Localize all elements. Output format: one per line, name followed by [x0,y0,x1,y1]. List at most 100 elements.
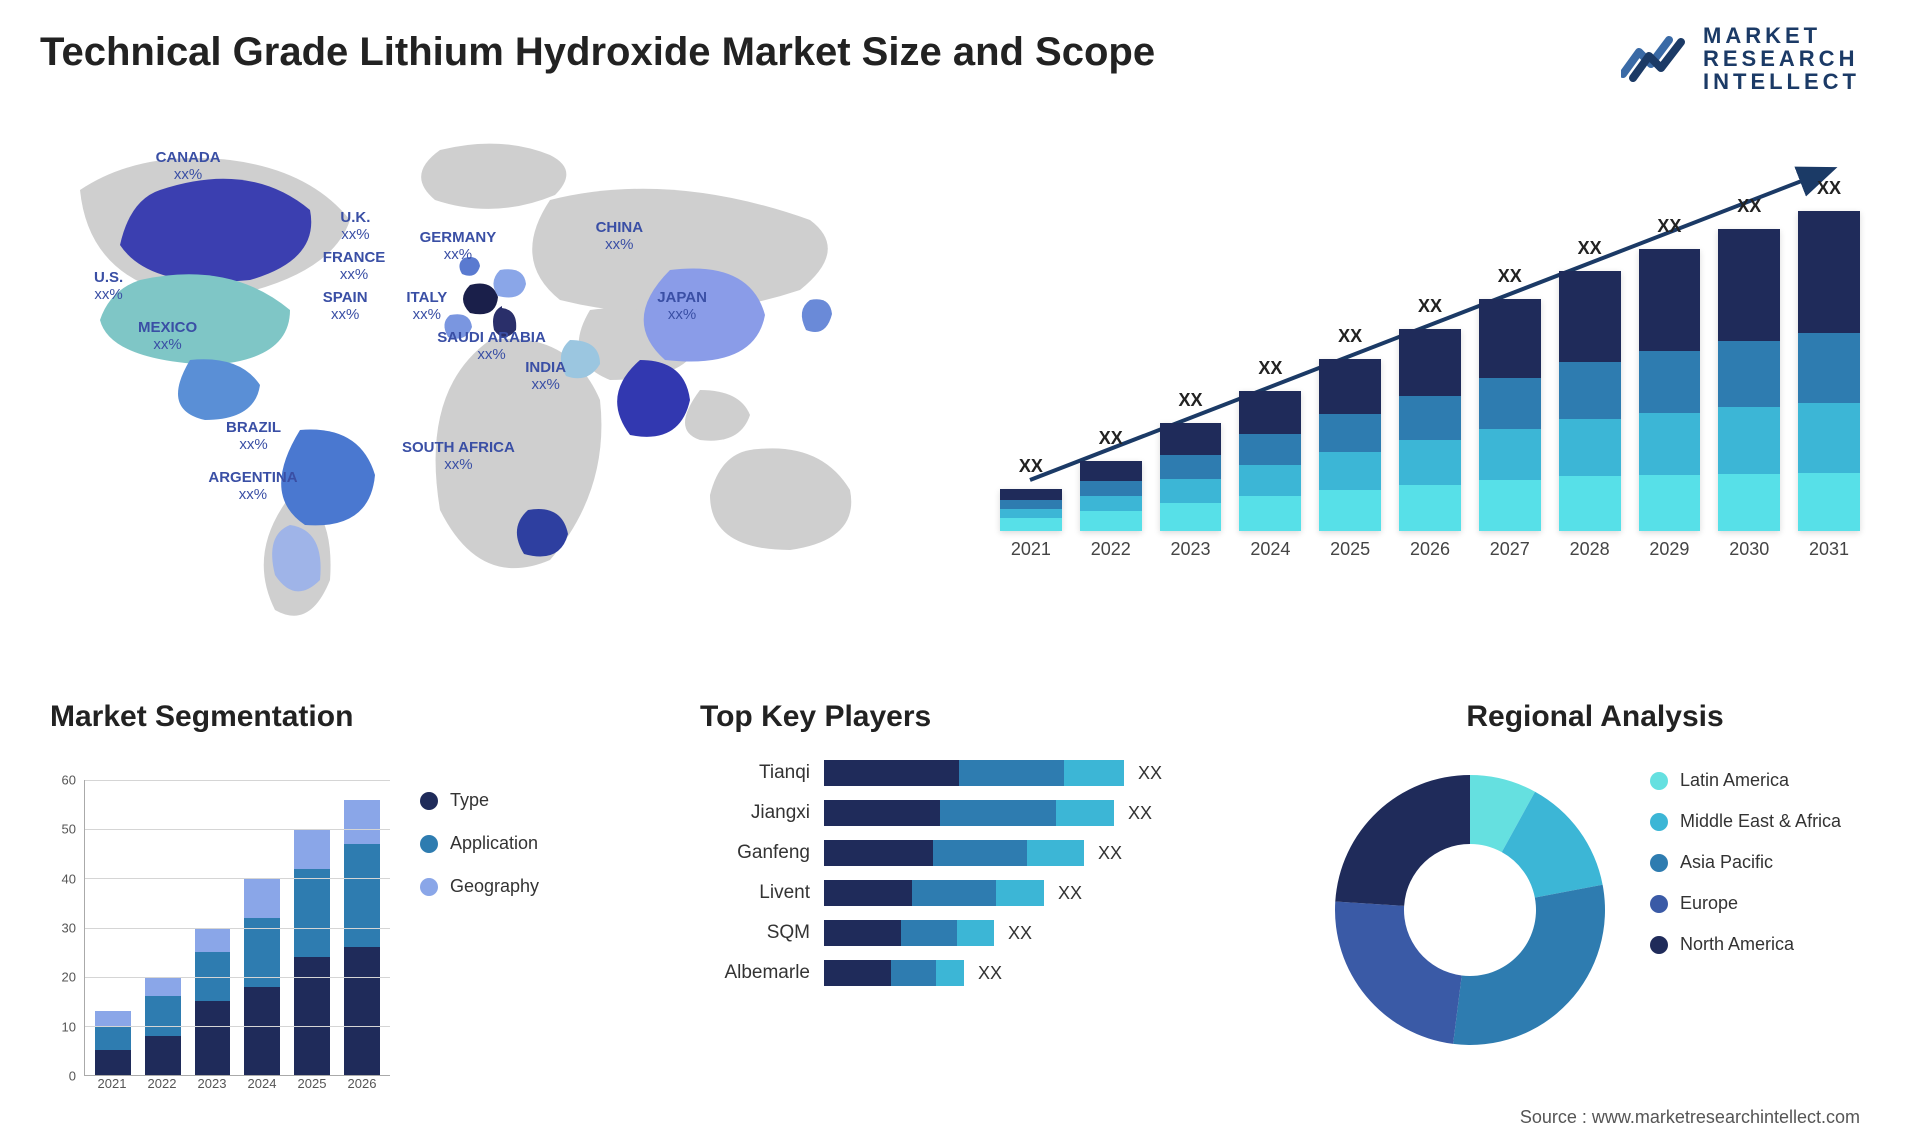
regional-legend: Latin AmericaMiddle East & AfricaAsia Pa… [1650,770,1841,955]
market-bar: XX 2022 [1080,428,1142,560]
market-bar-value: XX [1258,358,1282,379]
market-bar-value: XX [1737,196,1761,217]
regional-legend-item: Europe [1650,893,1841,914]
market-bar-year: 2028 [1570,539,1610,560]
donut-slice [1335,775,1470,906]
seg-bar [195,928,231,1076]
market-bar-value: XX [1817,178,1841,199]
player-value: XX [978,963,1002,984]
market-bar: XX 2029 [1639,216,1701,560]
player-name: Jiangxi [700,802,810,824]
segmentation-panel: Market Segmentation 0102030405060 202120… [50,700,590,1110]
page-title: Technical Grade Lithium Hydroxide Market… [40,30,1880,75]
player-bar [824,760,1124,786]
player-name: Albemarle [700,962,810,984]
seg-bar [294,829,330,1075]
market-bar-year: 2027 [1490,539,1530,560]
market-bar: XX 2023 [1160,390,1222,560]
market-bar-year: 2024 [1250,539,1290,560]
market-bar-year: 2023 [1171,539,1211,560]
market-bar-value: XX [1498,266,1522,287]
player-row: SQM XX [700,920,1270,946]
player-value: XX [1008,923,1032,944]
market-bar-value: XX [1019,456,1043,477]
players-title: Top Key Players [700,700,1270,734]
logo-line2: RESEARCH [1703,47,1860,70]
seg-legend-item: Geography [420,876,539,897]
players-list: TianqiXXJiangxiXXGanfengXXLiventXXSQMXXA… [700,760,1270,1100]
seg-year: 2025 [294,1076,330,1100]
market-bar-year: 2026 [1410,539,1450,560]
seg-ytick: 0 [69,1069,76,1084]
seg-year: 2021 [94,1076,130,1100]
regional-legend-item: North America [1650,934,1841,955]
world-map: CANADAxx%U.S.xx%MEXICOxx%BRAZILxx%ARGENT… [50,130,930,630]
market-bar-value: XX [1418,296,1442,317]
page: Technical Grade Lithium Hydroxide Market… [0,0,1920,1146]
seg-year: 2023 [194,1076,230,1100]
segmentation-chart: 0102030405060 202120222023202420252026 [50,780,390,1100]
brand-logo: MARKET RESEARCH INTELLECT [1621,24,1860,93]
source-text: Source : www.marketresearchintellect.com [1520,1107,1860,1128]
player-row: JiangxiXX [700,800,1270,826]
player-name: Livent [700,882,810,904]
segmentation-legend: Type Application Geography [420,790,539,897]
logo-line1: MARKET [1703,24,1860,47]
regional-legend-item: Middle East & Africa [1650,811,1841,832]
market-bar-year: 2030 [1729,539,1769,560]
seg-year: 2026 [344,1076,380,1100]
market-size-chart: XX2021XX2022XX2023XX2024XX2025XX2026XX20… [1000,150,1860,590]
regional-panel: Regional Analysis Latin America Middle Ea… [1320,700,1870,1110]
market-bar: XX 2030 [1718,196,1780,560]
player-bar [824,920,994,946]
donut-slice [1453,885,1605,1045]
seg-bar [95,1011,131,1075]
seg-ytick: 10 [62,1019,76,1034]
seg-year: 2024 [244,1076,280,1100]
market-bar: XX 2026 [1399,296,1461,560]
seg-ytick: 50 [62,822,76,837]
player-bar [824,840,1084,866]
player-row: Albemarle XX [700,960,1270,986]
player-name: Tianqi [700,762,810,784]
donut-slice [1335,902,1462,1044]
logo-line3: INTELLECT [1703,70,1860,93]
seg-ytick: 40 [62,871,76,886]
player-value: XX [1138,763,1162,784]
player-name: SQM [700,922,810,944]
player-value: XX [1098,843,1122,864]
seg-ytick: 30 [62,921,76,936]
market-bar-year: 2029 [1649,539,1689,560]
market-bar-value: XX [1099,428,1123,449]
market-bar-value: XX [1179,390,1203,411]
regional-title: Regional Analysis [1320,700,1870,734]
market-bar-year: 2031 [1809,539,1849,560]
seg-legend-item: Application [420,833,539,854]
market-bar-year: 2021 [1011,539,1051,560]
market-bar-year: 2025 [1330,539,1370,560]
market-bar-value: XX [1338,326,1362,347]
seg-bar [344,800,380,1075]
player-row: Livent XX [700,880,1270,906]
logo-icon [1621,34,1691,84]
player-bar [824,800,1114,826]
player-value: XX [1058,883,1082,904]
market-bar: XX 2024 [1239,358,1301,560]
players-panel: Top Key Players TianqiXXJiangxiXXGanfeng… [700,700,1270,1110]
seg-ytick: 60 [62,773,76,788]
player-bar [824,960,964,986]
market-bar: XX 2021 [1000,456,1062,560]
regional-legend-item: Latin America [1650,770,1841,791]
regional-donut [1320,760,1620,1060]
market-bar-year: 2022 [1091,539,1131,560]
seg-year: 2022 [144,1076,180,1100]
player-name: Ganfeng [700,842,810,864]
market-bar: XX 2025 [1319,326,1381,560]
seg-legend-item: Type [420,790,539,811]
player-row: Ganfeng XX [700,840,1270,866]
segmentation-title: Market Segmentation [50,700,590,734]
market-bar-value: XX [1657,216,1681,237]
market-bar: XX2028 [1559,238,1621,560]
market-bar: XX 2027 [1479,266,1541,560]
market-bar: XX 2031 [1798,178,1860,560]
